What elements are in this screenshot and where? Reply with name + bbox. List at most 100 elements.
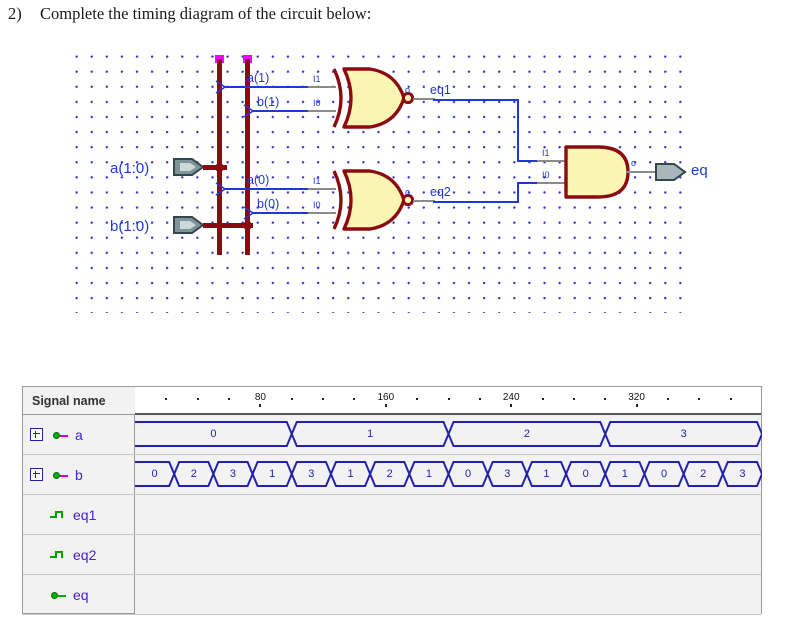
output-port-symbol-eq[interactable]: [654, 161, 688, 183]
net-wire-a1: [225, 86, 330, 88]
net-label-b0: b(0): [257, 197, 280, 211]
ruler-tick-minor: [729, 398, 732, 400]
question-text: Complete the timing diagram of the circu…: [40, 4, 372, 23]
pin-label-g2-out: o: [405, 187, 411, 197]
bus-junction-b: [243, 221, 252, 230]
bus-value-label: 1: [367, 428, 373, 440]
bus-value-label: 0: [661, 468, 667, 480]
bus-value-label: 3: [681, 428, 687, 440]
pin-stub-g2-i1: [308, 188, 336, 190]
xnor-gate-eq1[interactable]: [330, 65, 416, 131]
net-wire-a0: [225, 188, 330, 190]
question-number: 2): [8, 4, 22, 23]
net-wire-eq1-v: [517, 99, 519, 162]
ruler-tick-major: [259, 404, 262, 407]
net-wire-eq2-v: [517, 182, 519, 202]
waveform-cell-eq2[interactable]: [135, 535, 761, 574]
waveform-cell-eq[interactable]: [135, 575, 761, 614]
expand-plus-icon[interactable]: [30, 468, 43, 481]
signal-name-cell-b[interactable]: b: [23, 455, 135, 494]
bus-value-label: 3: [504, 468, 510, 480]
signal-name-cell-eq[interactable]: eq: [23, 575, 135, 614]
net-label-a0: a(0): [247, 173, 270, 187]
and-gate-eq[interactable]: [562, 144, 634, 200]
ruler-tick-label: 160: [377, 392, 395, 403]
bus-value-label: 2: [191, 468, 197, 480]
signal-row[interactable]: a 0 1 2 3: [23, 415, 762, 455]
circuit-schematic-canvas[interactable]: a(1:0) b(1:0) a(1) b(1) a(0) b(0) I1 I0: [75, 55, 708, 313]
signal-label: eq: [73, 586, 89, 603]
bus-value-label: 1: [347, 468, 353, 480]
signal-name-cell-eq2[interactable]: eq2: [23, 535, 135, 574]
bus-value-label: 2: [387, 468, 393, 480]
pin-label-g2-i1: I1: [313, 176, 321, 186]
ruler-tick-label: 240: [502, 392, 520, 403]
internal-signal-icon: [50, 549, 68, 561]
net-wire-b1: [253, 110, 330, 112]
net-label-eq1: eq1: [430, 83, 451, 97]
ruler-tick-label: 80: [254, 392, 266, 403]
pin-label-g3-i0: I0: [542, 170, 550, 180]
bus-junction-a: [215, 163, 224, 172]
signal-row[interactable]: eq: [23, 575, 761, 615]
ruler-tick-minor: [698, 398, 701, 400]
ruler-tick-major: [635, 404, 638, 407]
pin-stub-g1-i0: [308, 110, 336, 112]
bus-value-label: 3: [739, 468, 745, 480]
port-icon: [52, 469, 70, 481]
ruler-tick-minor: [196, 398, 199, 400]
pin-stub-g1-i1: [308, 86, 336, 88]
signal-name-column-header: Signal name: [23, 387, 135, 415]
net-wire-eq1-h1: [433, 99, 519, 101]
net-label-a1: a(1): [247, 71, 270, 85]
bus-value-label: 0: [465, 468, 471, 480]
pin-stub-g2-i0: [308, 212, 336, 214]
signal-row[interactable]: eq2: [23, 535, 761, 575]
signal-label: a: [75, 426, 83, 443]
waveform-cell-b[interactable]: 0 2 3 1 3 1 2 1 0 3 1 0 1 0 2 3: [135, 455, 762, 494]
waveform-cell-a[interactable]: 0 1 2 3: [135, 415, 762, 454]
bus-wire-b: [245, 59, 250, 255]
net-wire-eq2-h1: [433, 201, 519, 203]
net-wire-b0: [253, 212, 330, 214]
waveform-cell-eq1[interactable]: [135, 495, 761, 534]
ruler-tick-minor: [322, 398, 325, 400]
ruler-tick-minor: [165, 398, 168, 400]
ruler-tick-minor: [353, 398, 356, 400]
bus-value-label: 2: [700, 468, 706, 480]
input-port-symbol-b[interactable]: [173, 214, 207, 236]
bus-wire-b-stub: [203, 223, 253, 228]
bus-waveform: 0 1 2 3: [135, 421, 762, 447]
bus-value-label: 0: [210, 428, 216, 440]
pin-label-g1-out: o: [405, 85, 411, 95]
ruler-tick-minor: [541, 398, 544, 400]
bus-wire-a: [217, 59, 222, 255]
pin-stub-g2-out: [413, 200, 435, 202]
ruler-tick-minor: [604, 398, 607, 400]
xnor-gate-eq2[interactable]: [330, 167, 416, 233]
bus-value-label: 1: [543, 468, 549, 480]
port-icon: [50, 589, 68, 601]
pin-label-g1-i0: I0: [313, 98, 321, 108]
input-port-symbol-a[interactable]: [173, 156, 207, 178]
ruler-tick-minor: [228, 398, 231, 400]
signal-name-cell-eq1[interactable]: eq1: [23, 495, 135, 534]
bus-value-label: 3: [308, 468, 314, 480]
ruler-tick-minor: [478, 398, 481, 400]
signal-row[interactable]: eq1: [23, 495, 761, 535]
ruler-tick-minor: [447, 398, 450, 400]
signal-label: eq1: [73, 506, 97, 523]
time-ruler[interactable]: 80 160 240 320: [135, 387, 761, 415]
net-label-b1: b(1): [257, 95, 280, 109]
expand-plus-icon[interactable]: [30, 428, 43, 441]
net-wire-eq2-h2: [517, 182, 539, 184]
signal-name-header-label: Signal name: [32, 393, 106, 408]
pin-label-g2-i0: I0: [313, 200, 321, 210]
bus-value-label: 0: [583, 468, 589, 480]
signal-row[interactable]: b 0 2 3 1 3 1 2 1 0 3 1 0 1 0 2 3: [23, 455, 762, 495]
ruler-tick-major: [510, 404, 513, 407]
bus-waveform: 0 2 3 1 3 1 2 1 0 3 1 0 1 0 2 3: [135, 461, 762, 487]
internal-signal-icon: [50, 509, 68, 521]
signal-name-cell-a[interactable]: a: [23, 415, 135, 454]
